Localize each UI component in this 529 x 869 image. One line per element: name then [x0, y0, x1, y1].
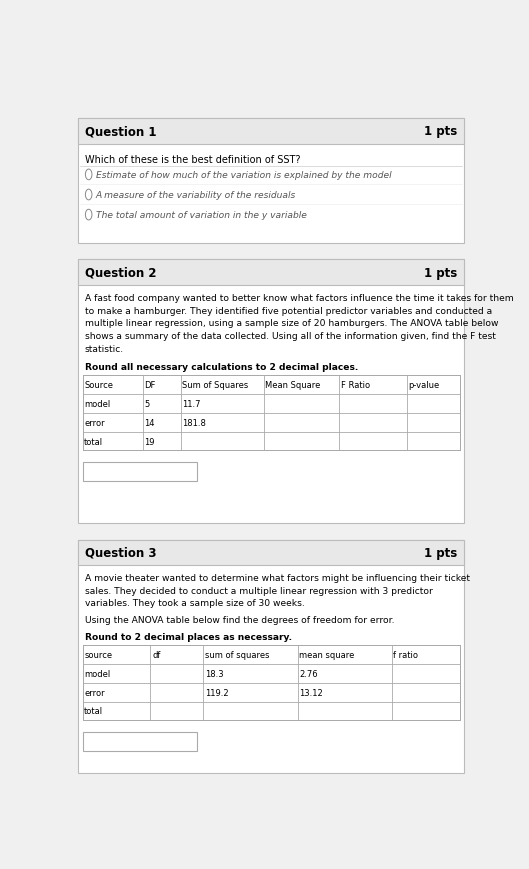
FancyBboxPatch shape	[78, 260, 464, 523]
Text: 19: 19	[144, 437, 155, 446]
Text: 1 pts: 1 pts	[424, 267, 458, 280]
Text: statistic.: statistic.	[85, 344, 124, 354]
Circle shape	[85, 169, 92, 181]
Text: model: model	[84, 400, 111, 408]
Text: 1 pts: 1 pts	[424, 546, 458, 559]
Text: Round to 2 decimal places as necessary.: Round to 2 decimal places as necessary.	[85, 633, 291, 641]
Circle shape	[85, 210, 92, 221]
Text: F Ratio: F Ratio	[341, 381, 370, 390]
Text: Using the ANOVA table below find the degrees of freedom for error.: Using the ANOVA table below find the deg…	[85, 615, 394, 625]
Text: 11.7: 11.7	[182, 400, 200, 408]
Text: Sum of Squares: Sum of Squares	[182, 381, 249, 390]
Text: Estimate of how much of the variation is explained by the model: Estimate of how much of the variation is…	[96, 170, 391, 180]
Text: Question 3: Question 3	[85, 546, 156, 559]
Text: 13.12: 13.12	[299, 688, 323, 697]
Text: Question 2: Question 2	[85, 267, 156, 280]
FancyBboxPatch shape	[78, 540, 464, 566]
Text: A movie theater wanted to determine what factors might be influencing their tick: A movie theater wanted to determine what…	[85, 574, 470, 582]
Text: to make a hamburger. They identified five potential predictor variables and cond: to make a hamburger. They identified fiv…	[85, 307, 492, 315]
FancyBboxPatch shape	[78, 119, 464, 243]
Text: Source: Source	[84, 381, 113, 390]
Text: Question 1: Question 1	[85, 125, 156, 138]
FancyBboxPatch shape	[83, 463, 197, 481]
Text: Mean Square: Mean Square	[265, 381, 321, 390]
FancyBboxPatch shape	[78, 260, 464, 286]
Text: A measure of the variability of the residuals: A measure of the variability of the resi…	[96, 191, 296, 200]
FancyBboxPatch shape	[83, 646, 460, 720]
Text: variables. They took a sample size of 30 weeks.: variables. They took a sample size of 30…	[85, 599, 304, 607]
Text: f ratio: f ratio	[394, 651, 418, 660]
Text: error: error	[84, 418, 105, 428]
Text: 119.2: 119.2	[205, 688, 229, 697]
Text: sales. They decided to conduct a multiple linear regression with 3 predictor: sales. They decided to conduct a multipl…	[85, 586, 432, 595]
Text: p-value: p-value	[408, 381, 440, 390]
Text: total: total	[84, 706, 103, 716]
Text: total: total	[84, 437, 103, 446]
Text: 181.8: 181.8	[182, 418, 206, 428]
Text: error: error	[84, 688, 105, 697]
Text: sum of squares: sum of squares	[205, 651, 269, 660]
Text: multiple linear regression, using a sample size of 20 hamburgers. The ANOVA tabl: multiple linear regression, using a samp…	[85, 319, 498, 328]
FancyBboxPatch shape	[78, 540, 464, 773]
Text: 5: 5	[144, 400, 150, 408]
Text: df: df	[152, 651, 160, 660]
Text: 14: 14	[144, 418, 155, 428]
Text: Which of these is the best definition of SST?: Which of these is the best definition of…	[85, 156, 300, 165]
Text: model: model	[84, 669, 111, 678]
Text: DF: DF	[144, 381, 156, 390]
Text: shows a summary of the data collected. Using all of the information given, find : shows a summary of the data collected. U…	[85, 332, 496, 341]
Text: The total amount of variation in the y variable: The total amount of variation in the y v…	[96, 211, 306, 220]
Text: 18.3: 18.3	[205, 669, 223, 678]
FancyBboxPatch shape	[78, 119, 464, 144]
Text: A fast food company wanted to better know what factors influence the time it tak: A fast food company wanted to better kno…	[85, 294, 513, 302]
Text: mean square: mean square	[299, 651, 354, 660]
FancyBboxPatch shape	[83, 733, 197, 752]
Circle shape	[85, 190, 92, 201]
Text: source: source	[84, 651, 112, 660]
Text: Round all necessary calculations to 2 decimal places.: Round all necessary calculations to 2 de…	[85, 362, 358, 372]
Text: 1 pts: 1 pts	[424, 125, 458, 138]
Text: 2.76: 2.76	[299, 669, 318, 678]
FancyBboxPatch shape	[83, 376, 460, 451]
